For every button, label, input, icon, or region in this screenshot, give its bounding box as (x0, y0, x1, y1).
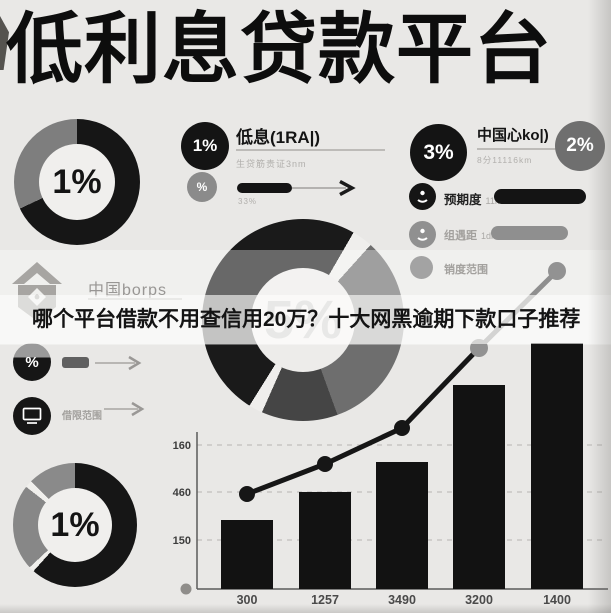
legend-bar-gray (491, 226, 568, 240)
legend-row-label: 销度范围 (444, 261, 488, 277)
donut-chart-bottom-left: 1% (13, 463, 137, 587)
y-tick-label: 150 (173, 535, 191, 547)
donut-chart-top-left: 1% (14, 119, 140, 245)
low-interest-badge: 1% (181, 122, 229, 170)
x-tick-label: 3490 (388, 593, 416, 607)
bar (221, 520, 273, 589)
dot-icon (410, 256, 433, 279)
legend-row-1-label: 预期度 (444, 193, 482, 207)
info-dot-icon (409, 183, 436, 210)
percent-split-badge: % (13, 343, 51, 381)
divider (236, 149, 385, 151)
x-tick-label: 1257 (311, 593, 339, 607)
trend-line-segment (400, 346, 481, 430)
china-left-badge: 3% (410, 124, 467, 181)
brand-watermark: 中国borps (88, 282, 168, 299)
arrow-right-icon (104, 401, 145, 417)
origin-dot (180, 583, 192, 595)
x-tick-label: 300 (237, 593, 258, 607)
y-tick-label: 460 (173, 487, 191, 499)
bar (299, 492, 351, 589)
china-right-badge: 2% (555, 121, 605, 171)
arrow-right-icon (292, 180, 356, 196)
page-title: 低利息贷款平台 (6, 7, 552, 93)
photo-edge-artifact (0, 16, 9, 70)
low-interest-title: 低息(1RA|) (236, 128, 321, 147)
headline-text: 哪个平台借款不用查信用20万？十大网黑逾期下款口子推荐 (32, 308, 581, 331)
progress-pill-small (62, 357, 89, 368)
legend-row-3-label: 销度范围 (444, 264, 488, 276)
bar (376, 462, 428, 589)
china-title: 中国心ko|) (477, 127, 549, 144)
combo-chart: 160 460 150 300 1257 3490 3200 1400 (173, 262, 608, 607)
info-dot-icon (409, 221, 436, 248)
percent-badge: % (187, 172, 217, 202)
x-tick-label: 3200 (465, 593, 493, 607)
headline-banner (0, 295, 611, 344)
line-marker (548, 262, 566, 280)
arrow-right-icon (95, 355, 142, 371)
line-marker (317, 456, 333, 472)
bar (453, 385, 505, 589)
y-tick-label: 160 (173, 440, 191, 452)
legend-bar-black (494, 189, 586, 204)
monitor-icon (13, 397, 51, 435)
low-interest-subtitle: 生贷筋贵证3nm (236, 159, 307, 169)
donut-top-left-value: 1% (39, 144, 115, 220)
divider (477, 148, 583, 150)
bar (531, 343, 583, 589)
donut-bottom-left-value: 1% (38, 488, 112, 562)
line-marker (394, 420, 410, 436)
progress-pill (237, 183, 292, 193)
low-interest-note: 33% (238, 197, 258, 206)
china-subtitle: 8分11116km (477, 155, 533, 165)
x-tick-label: 1400 (543, 593, 571, 607)
trend-line-segment (246, 461, 326, 497)
line-marker (239, 486, 255, 502)
legend-row-2-label: 组遇距 (444, 230, 477, 242)
trend-line-segment (323, 425, 404, 467)
left-row-label: 借限范围 (62, 411, 102, 422)
